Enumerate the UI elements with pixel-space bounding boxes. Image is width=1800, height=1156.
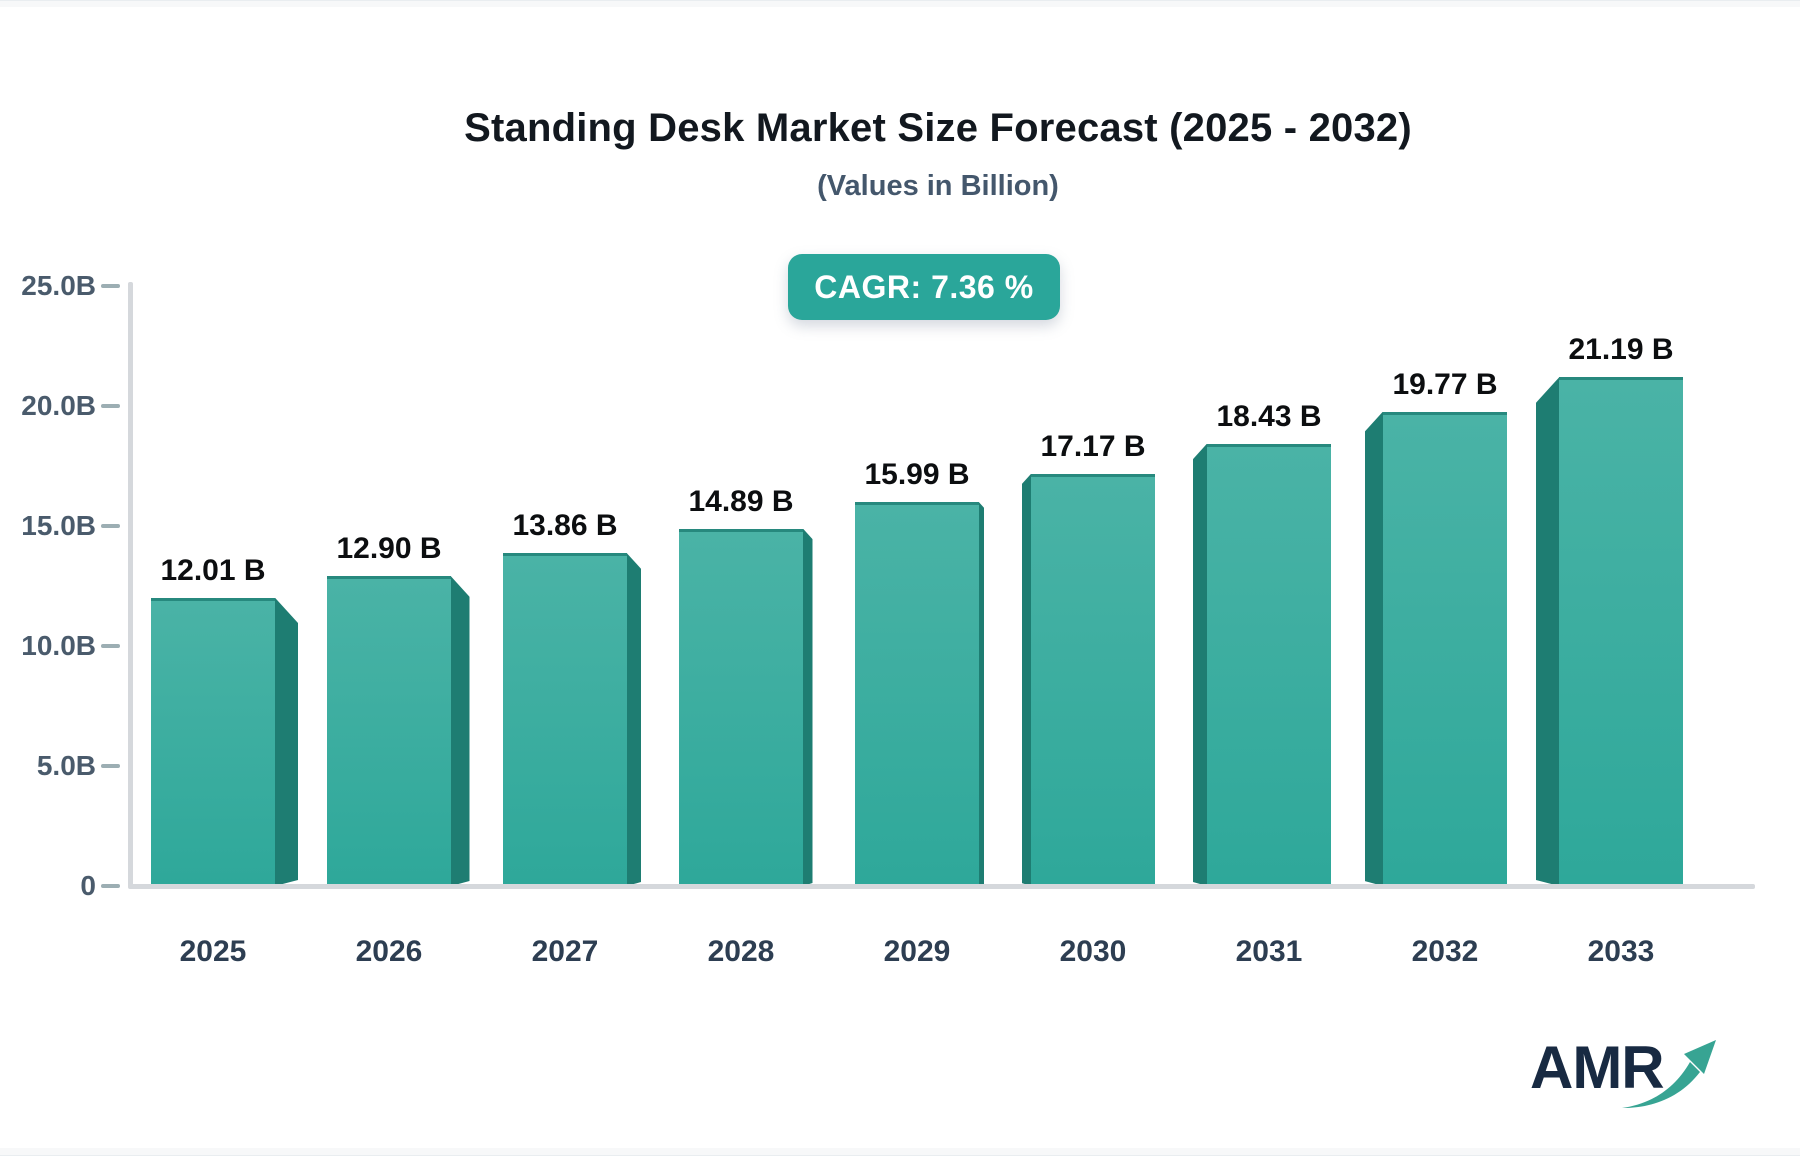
bar [151,597,275,886]
cagr-badge-label: CAGR: 7.36 % [814,268,1034,305]
bar-side-face [1021,473,1031,886]
bar-side-face [979,502,984,886]
x-axis-category-label: 2028 [707,935,775,968]
bar-value-label: 17.17 B [1040,429,1146,463]
chart-title: Standing Desk Market Size Forecast (2025… [464,106,1412,150]
bar-side-face [803,528,813,886]
bar [1207,443,1331,886]
y-axis-tick-mark [101,764,120,768]
bar-value-label: 18.43 B [1216,399,1322,433]
bar [679,528,803,886]
bar [503,553,627,886]
bar-value-label: 12.90 B [336,532,442,566]
bar-side-face [275,597,298,886]
bar-side-face [1193,443,1207,886]
amr-logo-text: AMR [1530,1034,1665,1101]
bar-value-label: 19.77 B [1392,367,1498,401]
x-axis-category-label: 2027 [531,935,599,968]
x-axis-category-label: 2033 [1587,935,1655,968]
y-axis-tick-label: 5.0B [36,750,96,781]
bar-side-face [627,553,641,886]
bar-value-label: 21.19 B [1568,333,1674,367]
bar-side-face [1364,411,1383,886]
growth-arrow-icon [1622,1040,1716,1108]
bar [855,502,979,886]
bar-value-label: 14.89 B [688,484,794,518]
amr-logo: AMR [1530,1032,1730,1112]
y-axis-tick-mark [101,524,120,528]
y-axis-tick-label: 25.0B [21,270,96,301]
y-axis-tick-mark [101,284,120,288]
x-axis-category-label: 2025 [179,935,247,968]
y-axis-tick-mark [101,884,120,888]
x-axis-category-label: 2030 [1059,935,1127,968]
bar [1383,411,1507,886]
x-axis-line [128,884,1755,889]
y-axis-tick-label: 15.0B [21,510,96,541]
bar-side-face [451,576,470,886]
y-axis-tick-mark [101,644,120,648]
bar-side-face [1536,377,1559,886]
y-axis-tick-label: 20.0B [21,390,96,421]
cagr-badge: CAGR: 7.36 % [788,254,1060,320]
bar [1559,377,1683,886]
bar [327,576,451,886]
x-axis-category-label: 2029 [883,935,951,968]
bar-value-label: 13.86 B [512,509,618,543]
y-axis-tick-label: 10.0B [21,630,96,661]
bar-value-label: 12.01 B [160,553,266,587]
x-axis-category-label: 2032 [1411,935,1479,968]
y-axis-tick-label: 0 [80,870,96,901]
x-axis-category-label: 2031 [1235,935,1303,968]
bar-value-label: 15.99 B [864,458,970,492]
top-edge-strip [0,0,1800,7]
chart-subtitle: (Values in Billion) [817,170,1059,202]
x-axis-category-label: 2026 [355,935,423,968]
y-axis-tick-mark [101,404,120,408]
bar [1031,473,1155,886]
y-axis-line [128,282,133,888]
